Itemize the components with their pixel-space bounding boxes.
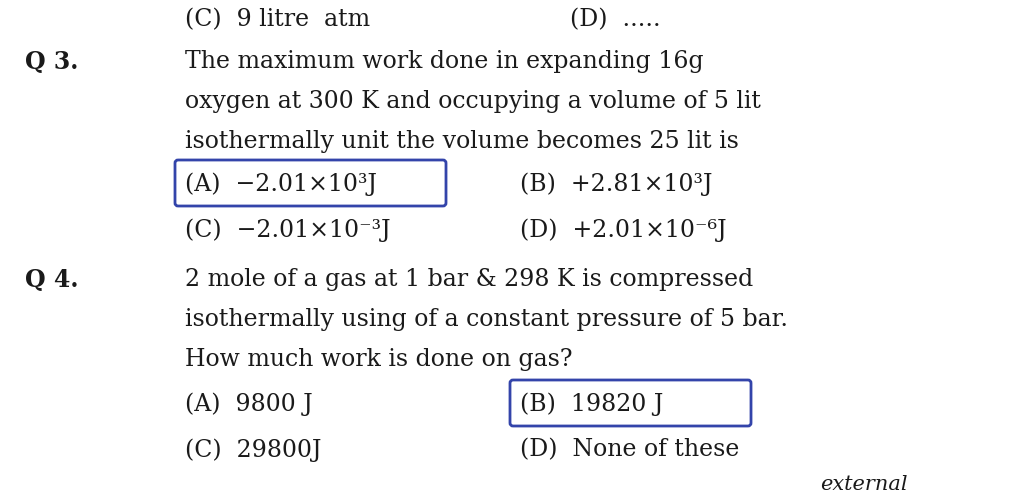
Text: external: external xyxy=(820,475,907,494)
Text: The maximum work done in expanding 16g: The maximum work done in expanding 16g xyxy=(185,50,703,73)
Text: (D)  None of these: (D) None of these xyxy=(520,438,739,461)
Text: isothermally unit the volume becomes 25 lit is: isothermally unit the volume becomes 25 … xyxy=(185,130,739,153)
Text: 2 mole of a gas at 1 bar & 298 K is compressed: 2 mole of a gas at 1 bar & 298 K is comp… xyxy=(185,268,754,291)
Text: (B)  19820 J: (B) 19820 J xyxy=(520,392,664,415)
Text: (D)  .....: (D) ..... xyxy=(570,8,660,31)
Text: Q 4.: Q 4. xyxy=(25,268,79,292)
Text: (A)  9800 J: (A) 9800 J xyxy=(185,392,312,415)
Text: Q 3.: Q 3. xyxy=(25,50,79,74)
Text: How much work is done on gas?: How much work is done on gas? xyxy=(185,348,572,371)
Text: (B)  +2.81×10³J: (B) +2.81×10³J xyxy=(520,172,713,195)
Text: isothermally using of a constant pressure of 5 bar.: isothermally using of a constant pressur… xyxy=(185,308,788,331)
Text: (A)  −2.01×10³J: (A) −2.01×10³J xyxy=(185,172,377,195)
Text: (C)  −2.01×10⁻³J: (C) −2.01×10⁻³J xyxy=(185,218,390,241)
Text: (D)  +2.01×10⁻⁶J: (D) +2.01×10⁻⁶J xyxy=(520,218,727,241)
Text: oxygen at 300 K and occupying a volume of 5 lit: oxygen at 300 K and occupying a volume o… xyxy=(185,90,761,113)
Text: (C)  9 litre  atm: (C) 9 litre atm xyxy=(185,8,370,31)
Text: (C)  29800J: (C) 29800J xyxy=(185,438,322,461)
